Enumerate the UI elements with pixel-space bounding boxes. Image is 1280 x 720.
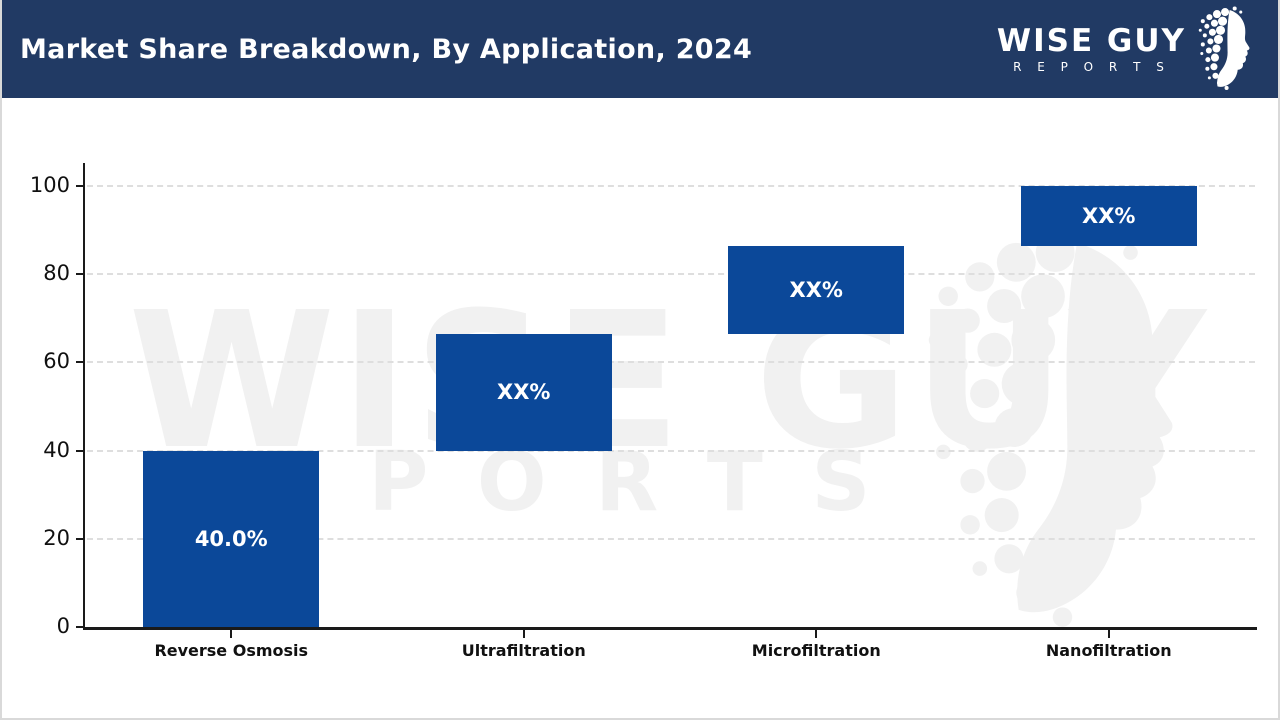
ytick-mark-100 xyxy=(76,185,85,187)
chart-title: Market Share Breakdown, By Application, … xyxy=(20,33,753,65)
bar-microfiltration xyxy=(728,245,905,334)
xtick-label-microfiltration: Microfiltration xyxy=(751,641,881,660)
bar-label-ultrafiltration: XX% xyxy=(497,380,551,405)
bar-label-microfiltration: XX% xyxy=(789,277,843,302)
gridline-y-100 xyxy=(87,185,1255,187)
ytick-mark-20 xyxy=(76,537,85,540)
header-bar: Market Share Breakdown, By Application, … xyxy=(0,0,1280,98)
logo-wordmark: WISE GUY xyxy=(996,22,1186,59)
bar-ultrafiltration xyxy=(435,333,612,451)
logo-wordmark-block: WISE GUY R E P O R T S xyxy=(996,22,1186,74)
xtick-label-ultrafiltration: Ultrafiltration xyxy=(461,641,586,660)
xtick-mark-nanofiltration xyxy=(1107,629,1110,638)
xtick-mark-reverse-osmosis xyxy=(230,629,233,638)
logo-subtext: R E P O R T S xyxy=(1013,59,1170,74)
gridline-y-20 xyxy=(87,537,1255,540)
gridline-y-40 xyxy=(87,449,1255,452)
gridline-y-60 xyxy=(87,361,1255,364)
ytick-mark-60 xyxy=(76,361,85,364)
x-axis-spine xyxy=(83,627,1257,630)
xtick-label-nanofiltration: Nanofiltration xyxy=(1045,641,1172,660)
ytick-label-60: 60 xyxy=(43,349,70,374)
brand-logo: WISE GUY R E P O R T S xyxy=(997,6,1256,92)
gridline-y-80 xyxy=(87,273,1255,276)
logo-head-dots-icon xyxy=(1198,6,1250,90)
ytick-label-80: 80 xyxy=(43,261,70,286)
ytick-label-20: 20 xyxy=(43,525,70,550)
ytick-label-0: 0 xyxy=(56,614,70,638)
bar-nanofiltration xyxy=(1020,186,1197,246)
xtick-mark-ultrafiltration xyxy=(522,629,525,638)
bar-label-reverse-osmosis: 40.0% xyxy=(194,526,268,551)
y-axis-spine xyxy=(83,163,85,629)
ytick-mark-40 xyxy=(76,449,85,452)
ytick-label-100: 100 xyxy=(29,173,70,197)
ytick-mark-0 xyxy=(76,626,85,628)
xtick-mark-microfiltration xyxy=(815,629,818,638)
bar-reverse-osmosis xyxy=(143,450,320,627)
ytick-mark-80 xyxy=(76,273,85,276)
bar-label-nanofiltration: XX% xyxy=(1082,203,1136,228)
xtick-label-reverse-osmosis: Reverse Osmosis xyxy=(154,641,309,660)
ytick-label-40: 40 xyxy=(43,437,70,462)
